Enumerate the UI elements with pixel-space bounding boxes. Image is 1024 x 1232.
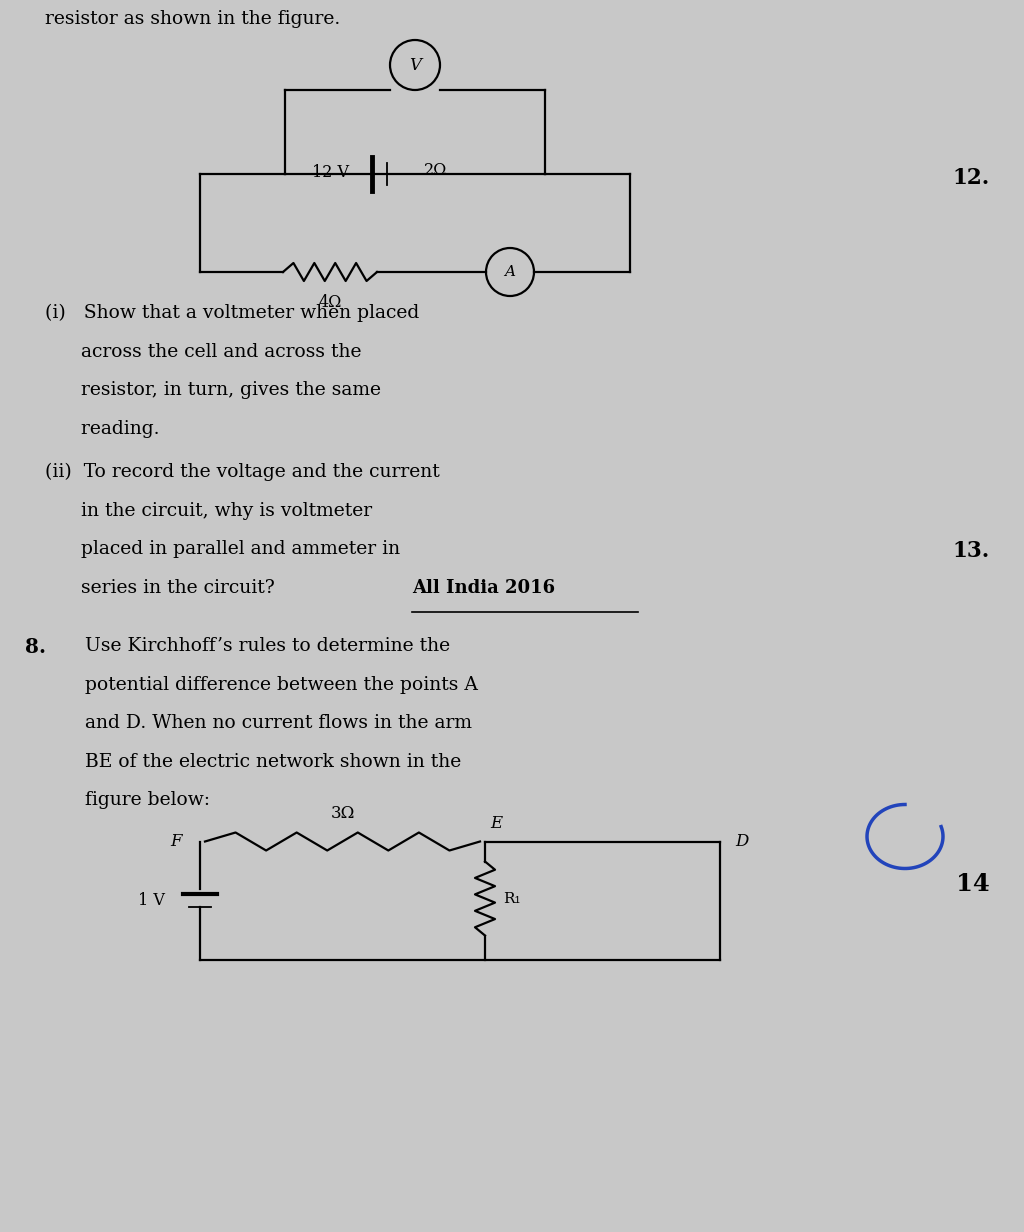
Text: resistor, in turn, gives the same: resistor, in turn, gives the same [45,381,381,399]
Text: F: F [171,833,182,850]
Text: (i)   Show that a voltmeter when placed: (i) Show that a voltmeter when placed [45,304,419,323]
Text: (ii)  To record the voltage and the current: (ii) To record the voltage and the curre… [45,463,439,482]
Text: 13.: 13. [952,540,990,562]
Text: D: D [735,833,749,850]
Text: 12 V: 12 V [311,164,348,181]
Text: reading.: reading. [45,420,160,437]
Text: placed in parallel and ammeter in: placed in parallel and ammeter in [45,540,400,558]
Text: across the cell and across the: across the cell and across the [45,342,361,361]
Text: and D. When no current flows in the arm: and D. When no current flows in the arm [85,715,472,732]
Text: 2Ω: 2Ω [424,161,447,179]
Text: 3Ω: 3Ω [331,804,354,822]
Text: 14: 14 [956,871,990,896]
Text: All India 2016: All India 2016 [412,579,555,596]
Text: resistor as shown in the figure.: resistor as shown in the figure. [45,10,340,28]
Text: potential difference between the points A: potential difference between the points … [85,675,478,694]
Text: A: A [505,265,515,278]
Text: 1 V: 1 V [138,892,165,909]
Text: series in the circuit?: series in the circuit? [45,579,274,596]
Text: Use Kirchhoff’s rules to determine the: Use Kirchhoff’s rules to determine the [85,637,451,655]
Text: R₁: R₁ [503,892,520,906]
Text: BE of the electric network shown in the: BE of the electric network shown in the [85,753,461,770]
Text: V: V [409,57,421,74]
Text: figure below:: figure below: [85,791,210,809]
Text: E: E [490,814,502,832]
Text: 12.: 12. [952,168,990,188]
Text: in the circuit, why is voltmeter: in the circuit, why is voltmeter [45,501,372,520]
Text: 4Ω: 4Ω [318,294,342,310]
Text: 8.: 8. [25,637,46,657]
